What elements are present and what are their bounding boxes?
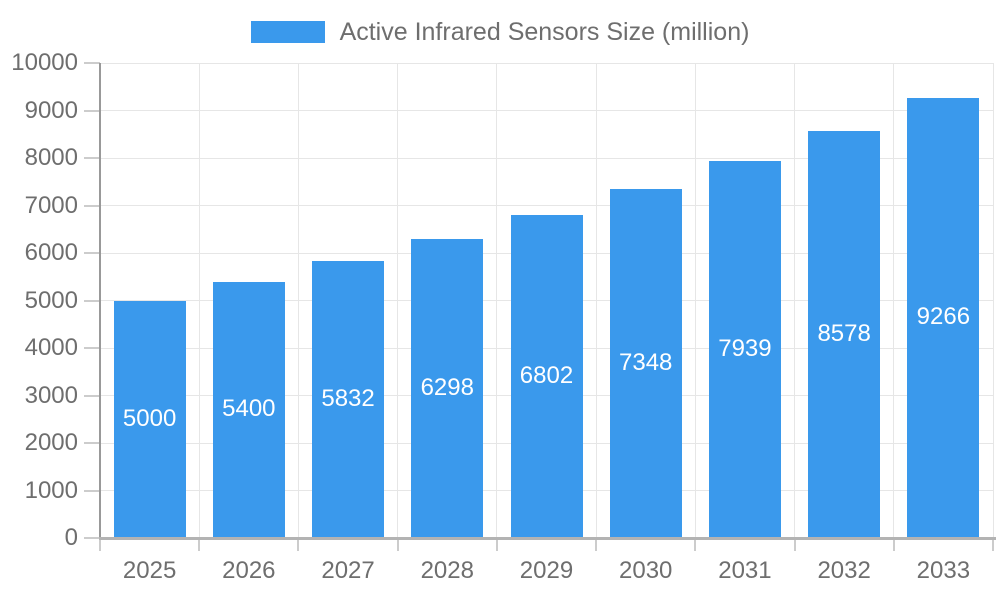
- bar: 7348: [609, 188, 682, 537]
- y-tick-label: 4000: [24, 334, 78, 361]
- h-gridline: [100, 157, 993, 159]
- legend-label: Active Infrared Sensors Size (million): [339, 17, 750, 46]
- v-gridline: [595, 63, 597, 538]
- x-category-label: 2032: [817, 557, 871, 584]
- y-tick: [84, 62, 100, 64]
- y-tick-label: 2000: [24, 429, 78, 456]
- bar-value-label: 7348: [619, 348, 673, 376]
- y-tick-label: 0: [64, 524, 78, 551]
- x-category-label: 2030: [619, 557, 673, 584]
- x-category-label: 2029: [519, 557, 574, 584]
- x-category-label: 2026: [222, 557, 276, 584]
- x-category-label: 2031: [718, 557, 772, 584]
- y-tick: [84, 442, 100, 444]
- bar-value-label: 5000: [122, 404, 177, 432]
- x-tick: [992, 539, 994, 551]
- bar-value-label: 8578: [817, 319, 871, 347]
- bar: 9266: [907, 97, 980, 537]
- bar: 5000: [113, 300, 186, 537]
- y-tick-label: 7000: [24, 191, 78, 219]
- x-category-label: 2033: [916, 557, 971, 584]
- bar-value-label: 5400: [222, 395, 276, 423]
- bar-value-label: 7939: [718, 334, 772, 362]
- x-tick: [793, 539, 796, 551]
- bar-value-label: 9266: [916, 303, 971, 331]
- y-tick: [84, 537, 100, 539]
- y-tick: [84, 394, 100, 397]
- y-tick-label: 8000: [24, 144, 78, 171]
- x-tick: [198, 539, 201, 551]
- x-tick: [396, 539, 399, 551]
- bar: 8578: [808, 130, 881, 537]
- y-tick: [84, 204, 100, 207]
- v-gridline: [992, 63, 994, 538]
- y-tick: [84, 299, 100, 302]
- y-tick: [84, 252, 100, 254]
- y-tick-label: 10000: [11, 49, 78, 76]
- legend-swatch-icon: [250, 21, 325, 43]
- h-gridline: [100, 62, 993, 64]
- bar: 6802: [510, 214, 583, 537]
- y-tick: [84, 347, 100, 349]
- h-gridline: [100, 110, 993, 111]
- bar-value-label: 5832: [321, 384, 375, 412]
- v-gridline: [694, 63, 696, 538]
- x-tick: [595, 539, 598, 551]
- h-gridline: [100, 205, 993, 206]
- v-gridline: [297, 63, 299, 538]
- x-tick: [892, 539, 895, 551]
- y-tick-label: 1000: [24, 476, 78, 504]
- y-tick: [84, 157, 100, 159]
- bar: 6298: [411, 238, 484, 537]
- x-category-label: 2025: [122, 557, 177, 584]
- v-gridline: [794, 63, 796, 538]
- x-category-label: 2028: [420, 557, 474, 584]
- x-tick: [495, 539, 498, 551]
- y-tick-label: 9000: [24, 96, 78, 124]
- x-category-label: 2027: [321, 557, 375, 584]
- x-tick: [297, 539, 300, 551]
- v-gridline: [198, 63, 200, 538]
- bar: 5400: [212, 281, 285, 537]
- y-tick-label: 5000: [24, 286, 78, 314]
- y-tick: [84, 489, 100, 492]
- v-gridline: [496, 63, 498, 538]
- y-tick: [84, 109, 100, 112]
- v-gridline: [893, 63, 895, 538]
- legend: Active Infrared Sensors Size (million): [0, 18, 1000, 46]
- y-tick-label: 3000: [24, 381, 78, 409]
- x-tick: [694, 539, 697, 551]
- v-gridline: [397, 63, 399, 538]
- bar-value-label: 6298: [420, 373, 474, 401]
- x-axis-line: [99, 537, 996, 540]
- x-tick: [99, 539, 101, 551]
- y-tick-label: 6000: [24, 239, 78, 266]
- bar: 7939: [708, 160, 781, 537]
- y-axis-line: [99, 63, 101, 538]
- bar: 5832: [312, 260, 385, 537]
- legend-item[interactable]: Active Infrared Sensors Size (million): [250, 17, 750, 47]
- bar-value-label: 6802: [519, 361, 574, 389]
